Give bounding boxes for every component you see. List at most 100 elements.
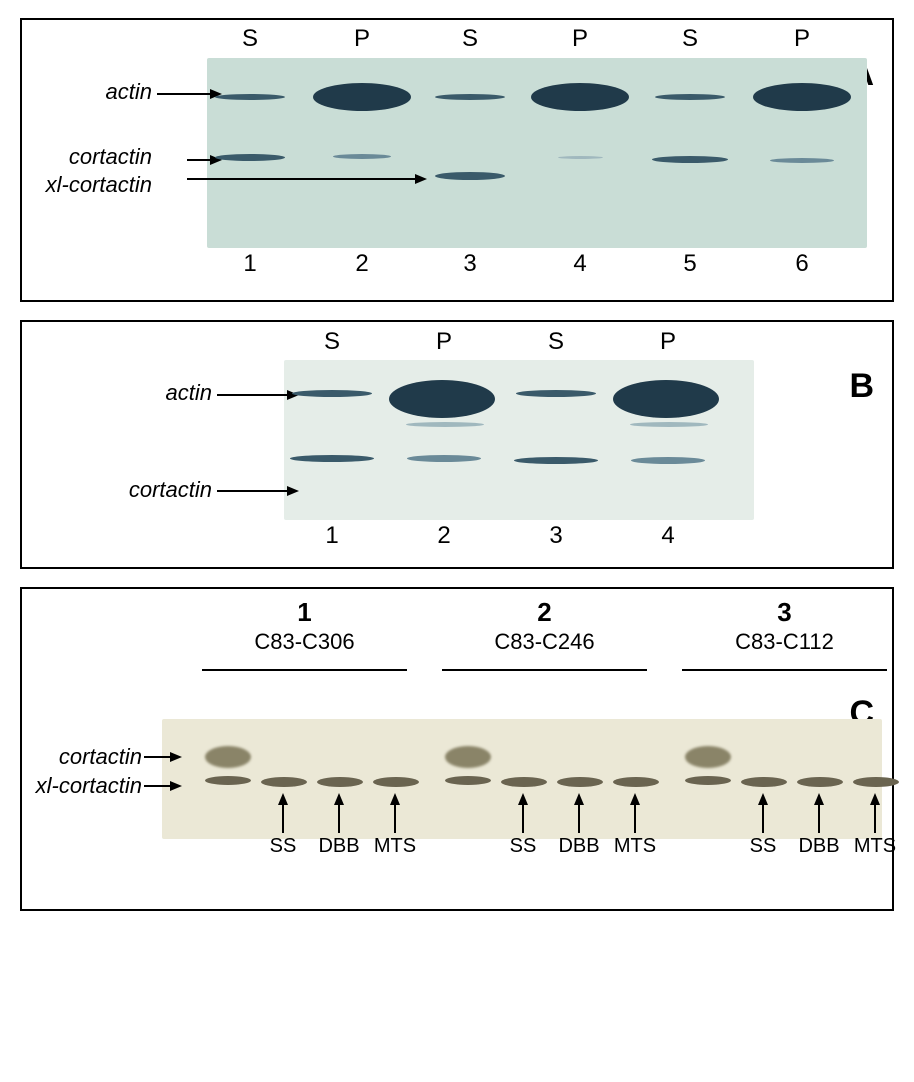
lane-top: P bbox=[653, 328, 683, 356]
band-cortactin bbox=[770, 158, 834, 163]
label-xl-cortactin: xl-cortactin bbox=[22, 172, 152, 198]
lane-top: S bbox=[235, 25, 265, 53]
lane-top: P bbox=[787, 25, 817, 53]
band-xl bbox=[205, 776, 251, 785]
lane-num: 4 bbox=[653, 522, 683, 550]
sublabel: DBB bbox=[313, 835, 365, 858]
band-cortactin bbox=[205, 746, 251, 768]
band-actin bbox=[435, 94, 505, 100]
band-cortactin bbox=[215, 154, 285, 161]
arrow-line bbox=[187, 178, 417, 180]
arrow-head bbox=[170, 752, 182, 762]
band-actin bbox=[215, 94, 285, 100]
band-xl bbox=[317, 777, 363, 787]
band-xl bbox=[853, 777, 899, 787]
arrow-line bbox=[217, 490, 289, 492]
band-actin bbox=[292, 390, 372, 397]
band-cortactin bbox=[290, 455, 374, 462]
arrow-line bbox=[394, 803, 396, 833]
lane-num: 4 bbox=[565, 250, 595, 278]
lane-top: S bbox=[541, 328, 571, 356]
band-cortactin bbox=[435, 172, 505, 180]
band-extra bbox=[630, 422, 708, 427]
band-actin bbox=[516, 390, 596, 397]
band-actin bbox=[655, 94, 725, 100]
group-line bbox=[442, 669, 647, 671]
lane-num: 6 bbox=[787, 250, 817, 278]
arrow-line bbox=[282, 803, 284, 833]
lane-num: 3 bbox=[455, 250, 485, 278]
band-actin bbox=[531, 83, 629, 111]
band-xl bbox=[373, 777, 419, 787]
group-line bbox=[682, 669, 887, 671]
label-cortactin: cortactin bbox=[82, 477, 212, 503]
band-cortactin bbox=[631, 457, 705, 464]
sublabel: SS bbox=[497, 835, 549, 858]
lane-top: P bbox=[429, 328, 459, 356]
sublabel: DBB bbox=[793, 835, 845, 858]
label-actin: actin bbox=[22, 79, 152, 105]
group-num: 1 bbox=[197, 597, 412, 628]
group-line bbox=[202, 669, 407, 671]
sublabel: DBB bbox=[553, 835, 605, 858]
arrow-line bbox=[157, 93, 212, 95]
label-xl-cortactin: xl-cortactin bbox=[22, 773, 142, 799]
arrow-line bbox=[144, 756, 172, 758]
sublabel: SS bbox=[737, 835, 789, 858]
band-cortactin bbox=[685, 746, 731, 768]
group-text: C83-C306 bbox=[197, 629, 412, 655]
band-xl bbox=[557, 777, 603, 787]
group-text: C83-C112 bbox=[677, 629, 892, 655]
band-cortactin bbox=[652, 156, 728, 163]
arrow-line bbox=[187, 159, 212, 161]
band-cortactin bbox=[514, 457, 598, 464]
group-text: C83-C246 bbox=[437, 629, 652, 655]
band-actin bbox=[753, 83, 851, 111]
group-num: 3 bbox=[677, 597, 892, 628]
band-xl bbox=[797, 777, 843, 787]
band-cortactin bbox=[558, 156, 603, 159]
lane-num: 2 bbox=[429, 522, 459, 550]
band-cortactin bbox=[407, 455, 481, 462]
lane-top: S bbox=[675, 25, 705, 53]
arrow-line bbox=[818, 803, 820, 833]
label-cortactin: cortactin bbox=[22, 144, 152, 170]
band-xl bbox=[613, 777, 659, 787]
band-actin bbox=[613, 380, 719, 418]
band-actin bbox=[389, 380, 495, 418]
sublabel: MTS bbox=[369, 835, 421, 858]
label-cortactin: cortactin bbox=[22, 744, 142, 770]
lane-top: S bbox=[317, 328, 347, 356]
group-num: 2 bbox=[437, 597, 652, 628]
lane-num: 1 bbox=[235, 250, 265, 278]
band-xl bbox=[445, 776, 491, 785]
band-xl bbox=[741, 777, 787, 787]
band-actin bbox=[313, 83, 411, 111]
lane-top: P bbox=[347, 25, 377, 53]
arrow-line bbox=[338, 803, 340, 833]
lane-num: 2 bbox=[347, 250, 377, 278]
arrow-line bbox=[522, 803, 524, 833]
band-xl bbox=[685, 776, 731, 785]
band-xl bbox=[261, 777, 307, 787]
arrow-line bbox=[144, 785, 172, 787]
label-actin: actin bbox=[82, 380, 212, 406]
panel-a: A actin cortactin xl-cortactin S1P2S3P4S… bbox=[20, 18, 894, 302]
sublabel: MTS bbox=[849, 835, 901, 858]
arrow-line bbox=[634, 803, 636, 833]
arrow-head bbox=[415, 174, 427, 184]
arrow-line bbox=[874, 803, 876, 833]
arrow-line bbox=[578, 803, 580, 833]
panel-letter-b: B bbox=[849, 367, 874, 406]
arrow-line bbox=[217, 394, 289, 396]
lane-top: S bbox=[455, 25, 485, 53]
panel-b: B actin cortactin S1P2S3P4 bbox=[20, 320, 894, 569]
sublabel: SS bbox=[257, 835, 309, 858]
sublabel: MTS bbox=[609, 835, 661, 858]
lane-num: 1 bbox=[317, 522, 347, 550]
arrow-line bbox=[762, 803, 764, 833]
band-xl bbox=[501, 777, 547, 787]
arrow-head bbox=[287, 486, 299, 496]
panel-c: C cortactin xl-cortactin 1C83-C306SSDBBM… bbox=[20, 587, 894, 911]
arrow-head bbox=[170, 781, 182, 791]
